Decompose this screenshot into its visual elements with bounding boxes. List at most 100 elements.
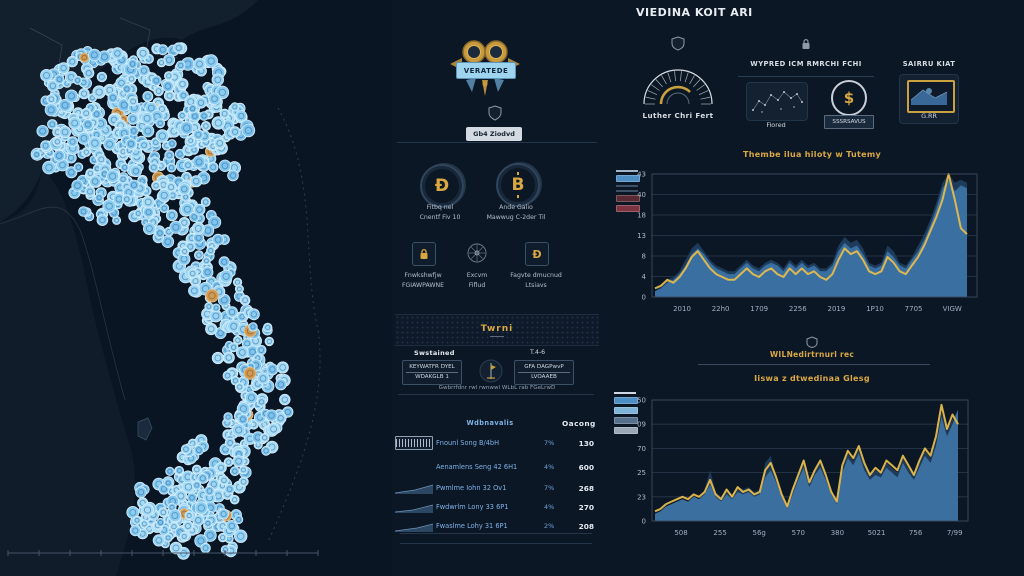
table-row: Fwaslme Lohy 31 6P1 2% 208 xyxy=(392,518,602,534)
table-row: Aenamlens Seng 42 6H1 4% 600 xyxy=(436,462,594,472)
svg-text:255: 255 xyxy=(713,529,726,537)
section-divider xyxy=(400,543,592,544)
sparkline-icon xyxy=(395,484,433,494)
framed-chart-card: G.RR xyxy=(899,74,959,124)
header-divider xyxy=(698,364,930,365)
page-title: VIEDINA KOIT ARI xyxy=(636,6,753,19)
shield-icon xyxy=(671,36,685,51)
chart2-section-header: WILNedirtrnurl rec xyxy=(769,350,855,359)
feature-caption: Ande Galio Mawwug C-2der Til xyxy=(486,204,546,221)
legend-swatch xyxy=(616,170,638,172)
feature-caption: Fagvte dmucnud Ltsiavs xyxy=(510,272,562,289)
legend-swatch xyxy=(616,190,638,192)
svg-text:380: 380 xyxy=(831,529,844,537)
svg-text:18: 18 xyxy=(637,212,646,220)
chart2-title: Iiswa z dtwedinaa Glesg xyxy=(754,374,870,383)
svg-text:09: 09 xyxy=(637,421,646,429)
legend-swatch xyxy=(614,427,638,434)
land-north xyxy=(0,0,258,222)
compass-icon xyxy=(466,242,488,264)
twin-right-label: T.4-6 xyxy=(530,349,546,356)
legend-swatch xyxy=(614,397,638,404)
chart1-title: Thembe ilua hiloty w Tutemy xyxy=(742,150,882,159)
twin-left-box: KEYWATFR DYEL WDAKGLB 1 xyxy=(402,360,462,385)
center-panel: VERATEDE Gb4 Ziodvd Đ B Fitbq nel Cnentf … xyxy=(392,0,602,576)
framed-chart-icon xyxy=(907,80,955,113)
right-panel: VIEDINA KOIT ARI Luther Chri Fert WYPRED… xyxy=(602,0,1024,576)
legend-swatch xyxy=(614,407,638,414)
constellation-icon xyxy=(752,91,803,113)
svg-text:25: 25 xyxy=(637,469,646,477)
currency-tick xyxy=(517,195,520,198)
bitcoin-glyph: B xyxy=(512,172,524,198)
twin-title: Twrni xyxy=(480,323,514,334)
svg-text:23: 23 xyxy=(637,493,646,501)
sparkline-icon xyxy=(395,504,433,513)
crest-badge-text: Gb4 Ziodvd xyxy=(473,130,515,138)
small-crest-icon xyxy=(806,336,818,348)
framed-chart-label: G.RR xyxy=(921,112,937,120)
chart2-plot: 0 23 25 70 09 50 508 255 56g 570 380 5021 756 7/99 xyxy=(637,397,969,537)
crest-banner: VERATEDE xyxy=(456,62,516,79)
crest-banner-text: VERATEDE xyxy=(463,66,509,75)
padlock-icon xyxy=(412,242,436,266)
legend-swatch xyxy=(614,392,636,394)
svg-text:22h0: 22h0 xyxy=(712,305,730,313)
coin-dots xyxy=(30,42,294,560)
table-col2-header: Oacong xyxy=(562,418,596,428)
gauge-icon xyxy=(643,69,713,105)
feature-caption: Excvm Fiflud xyxy=(466,272,488,289)
border-line xyxy=(0,206,126,401)
chart1-plot: 0 4 8 13 18 40 43 2010 22h0 1709 2256 2019 1P10 7705 V… xyxy=(637,171,978,313)
currency-tick xyxy=(517,172,520,175)
svg-text:8: 8 xyxy=(642,253,646,261)
legend-swatch xyxy=(616,185,638,187)
dong-coin-icon: Đ xyxy=(420,164,464,208)
svg-text:43: 43 xyxy=(637,171,646,179)
svg-text:0: 0 xyxy=(642,518,646,526)
svg-text:VIGW: VIGW xyxy=(943,305,962,313)
svg-text:2019: 2019 xyxy=(827,305,845,313)
twin-left-label: Swstained xyxy=(414,349,455,357)
padlock-icon xyxy=(802,39,810,49)
svg-text:50: 50 xyxy=(637,397,646,405)
twin-title-underline xyxy=(490,335,504,337)
feature-caption: Fnwkshwfjw FGIAWPAWNE xyxy=(401,272,445,289)
dollar-icon: $ xyxy=(831,80,867,116)
small-shield-icon xyxy=(488,105,502,121)
chart2-legend xyxy=(614,392,638,434)
data-table: Wdbnavalis Oacong Fnounl Song B/4bH 7% 1… xyxy=(392,416,602,534)
svg-text:1709: 1709 xyxy=(750,305,768,313)
twin-right-box: GFA DAGPwvP LVOAAEB xyxy=(514,360,574,385)
legend-swatch xyxy=(616,195,640,202)
svg-text:7705: 7705 xyxy=(905,305,923,313)
map-canvas xyxy=(0,0,392,576)
dong-square-icon: Đ xyxy=(525,242,549,266)
table-header-row: Wdbnavalis Oacong xyxy=(392,416,602,430)
middle-stat-header: WYPRED ICM RMRCHI FCHI xyxy=(750,60,862,68)
svg-text:2010: 2010 xyxy=(673,305,691,313)
svg-text:7/99: 7/99 xyxy=(947,529,963,537)
svg-text:4: 4 xyxy=(642,273,647,281)
svg-text:0: 0 xyxy=(642,294,646,302)
map-scalebar xyxy=(7,550,319,556)
dong-glyph: Đ xyxy=(434,176,450,196)
offshore-contour xyxy=(267,107,321,543)
right-stat-header: SAIRRU KIAT xyxy=(902,60,956,68)
svg-text:5021: 5021 xyxy=(868,529,886,537)
legend-swatch xyxy=(614,417,638,424)
section-divider xyxy=(398,394,594,395)
twin-caption: Gwbrrfdnr rwl rwnwwl WLbL rab FGeLrwD xyxy=(438,385,556,391)
table-row: Fnounl Song B/4bH 7% 130 xyxy=(392,435,602,451)
constellation-label: Fiored xyxy=(766,121,786,129)
svg-text:756: 756 xyxy=(909,529,923,537)
constellation-card xyxy=(746,82,808,121)
gauge-label: Luther Chri Fert xyxy=(642,111,714,120)
header-divider xyxy=(738,76,874,77)
statue-icon xyxy=(479,359,503,383)
svg-text:1P10: 1P10 xyxy=(866,305,884,313)
island xyxy=(137,417,153,441)
bitcoin-coin-icon: B xyxy=(496,163,540,207)
vietnam-coin-map xyxy=(0,0,392,576)
